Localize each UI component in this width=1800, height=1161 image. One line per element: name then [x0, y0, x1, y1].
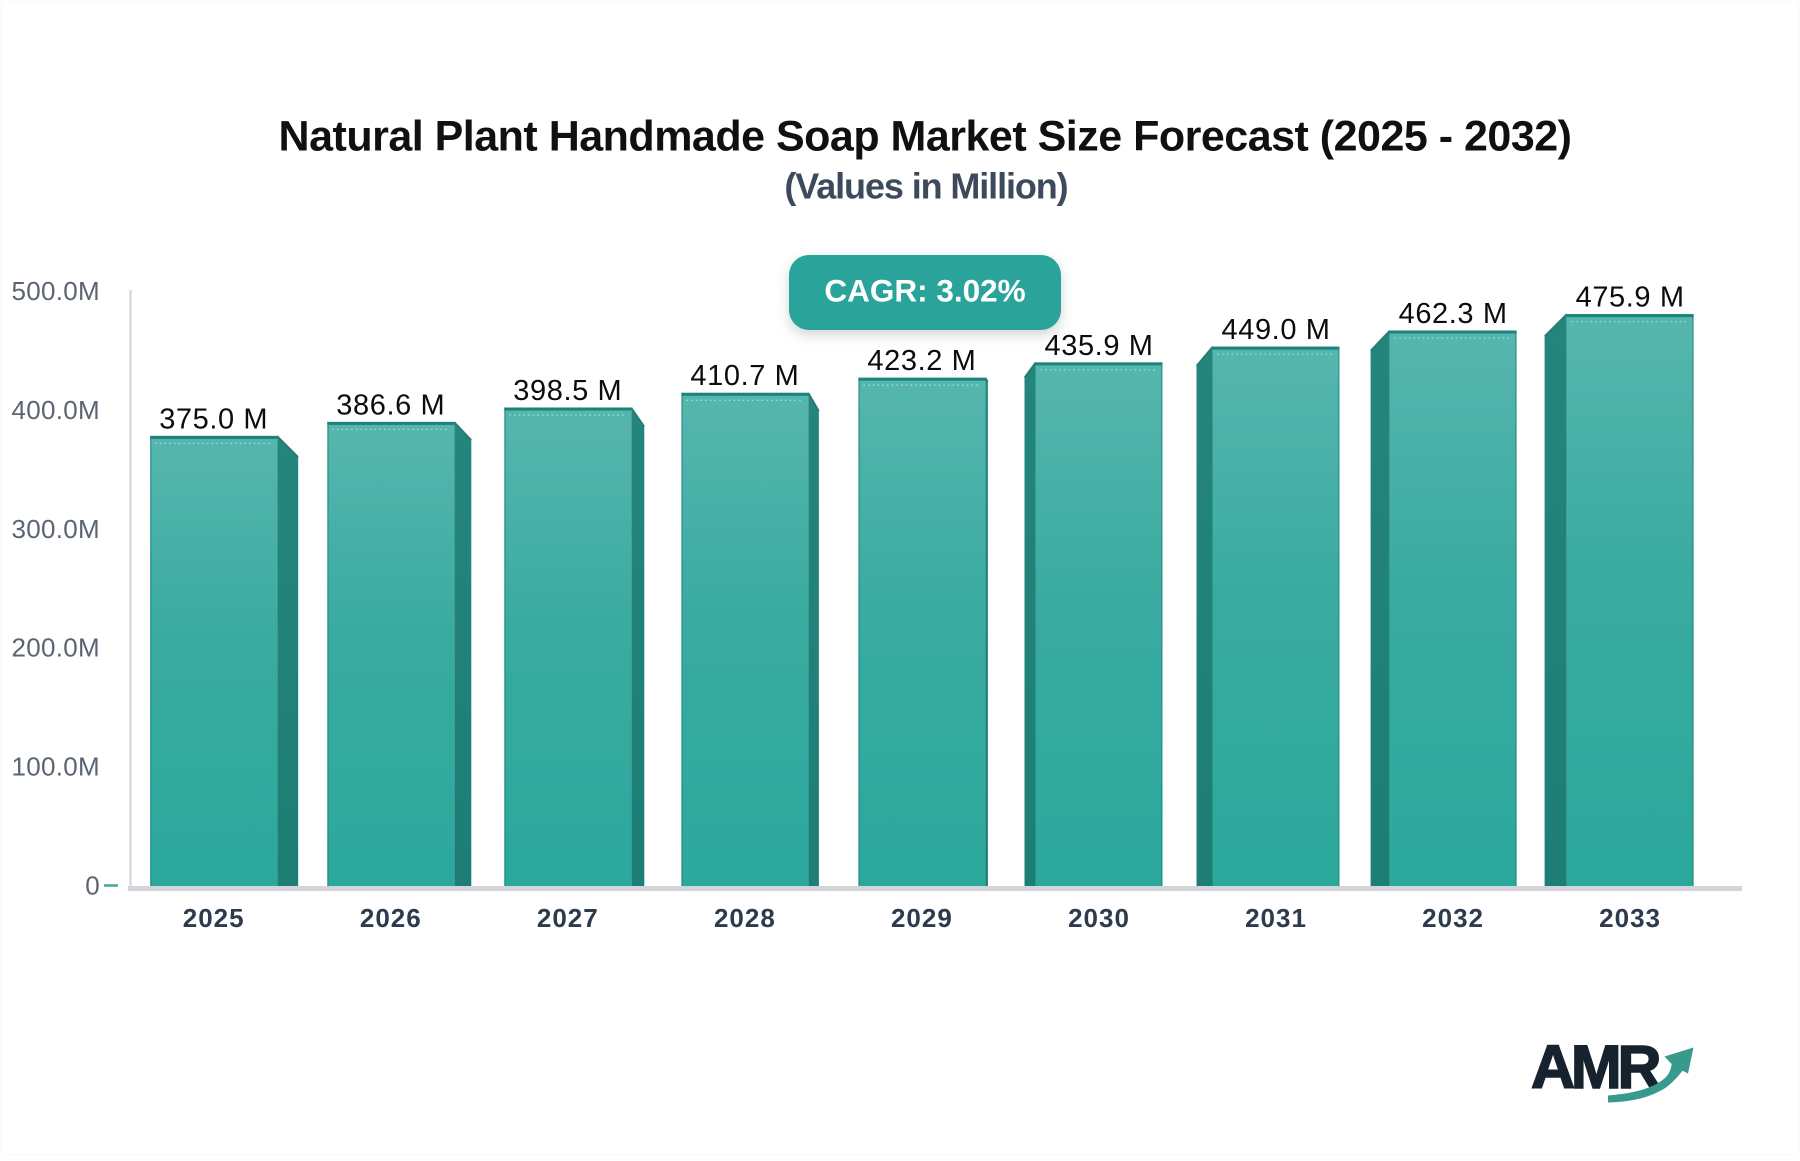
svg-text:2029: 2029	[891, 903, 953, 933]
svg-text:2031: 2031	[1245, 903, 1307, 933]
svg-text:2028: 2028	[714, 903, 776, 933]
svg-text:435.9 M: 435.9 M	[1045, 330, 1154, 362]
svg-text:200.0M: 200.0M	[11, 633, 100, 663]
svg-text:2027: 2027	[537, 903, 599, 933]
svg-text:449.0 M: 449.0 M	[1222, 314, 1331, 346]
svg-text:300.0M: 300.0M	[11, 514, 100, 544]
svg-text:398.5 M: 398.5 M	[513, 375, 622, 407]
svg-text:AMR: AMR	[1531, 1033, 1660, 1101]
svg-text:400.0M: 400.0M	[11, 395, 100, 425]
svg-text:100.0M: 100.0M	[11, 752, 100, 782]
svg-text:475.9 M: 475.9 M	[1576, 282, 1685, 314]
svg-text:2033: 2033	[1599, 903, 1661, 933]
svg-text:462.3 M: 462.3 M	[1399, 298, 1508, 330]
svg-text:(Values in Million): (Values in Million)	[784, 166, 1067, 207]
svg-text:410.7 M: 410.7 M	[690, 360, 799, 392]
svg-text:2025: 2025	[183, 903, 245, 933]
svg-text:2032: 2032	[1422, 903, 1484, 933]
svg-text:2030: 2030	[1068, 903, 1130, 933]
svg-text:2026: 2026	[360, 903, 422, 933]
svg-text:Natural Plant Handmade Soap Ma: Natural Plant Handmade Soap Market Size …	[279, 112, 1572, 160]
svg-text:375.0 M: 375.0 M	[159, 403, 268, 435]
svg-text:386.6 M: 386.6 M	[336, 389, 445, 421]
svg-text:CAGR: 3.02%: CAGR: 3.02%	[824, 273, 1025, 309]
svg-text:500.0M: 500.0M	[11, 276, 100, 306]
svg-text:423.2 M: 423.2 M	[867, 345, 976, 377]
svg-text:0: 0	[85, 871, 100, 901]
